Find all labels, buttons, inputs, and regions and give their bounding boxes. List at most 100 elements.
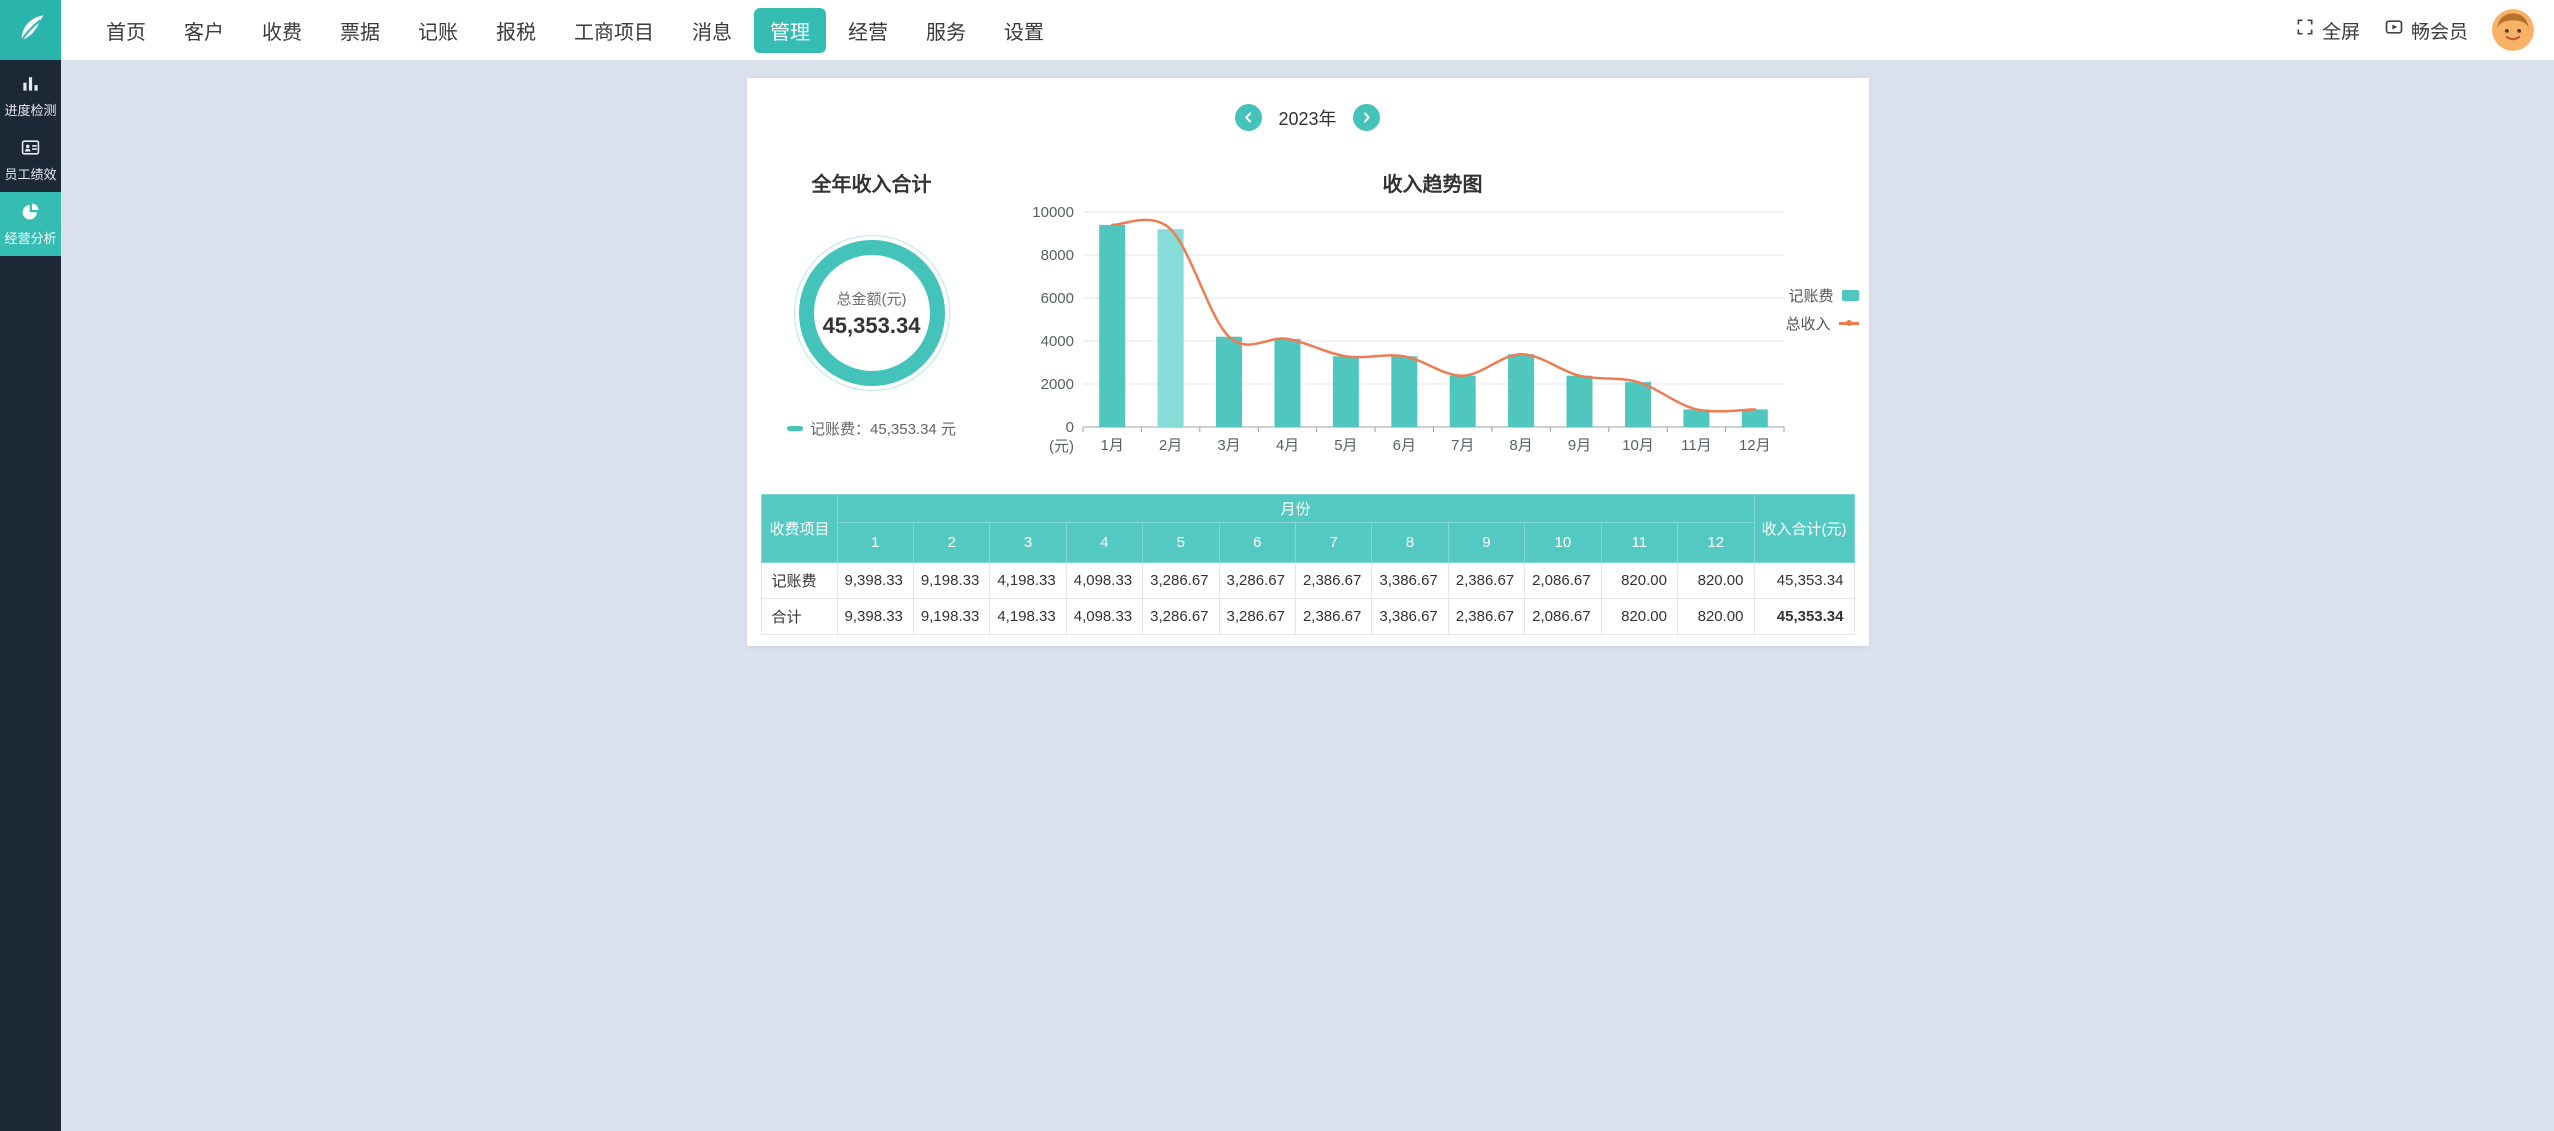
sidebar-item-进度检测[interactable]: 进度检测 — [0, 64, 61, 128]
pie-chart-icon — [21, 202, 40, 221]
sidebar-item-员工绩效[interactable]: 员工绩效 — [0, 128, 61, 192]
row-name-cell: 记账费 — [760, 562, 838, 599]
user-avatar[interactable] — [2492, 9, 2534, 51]
row-name-cell: 合计 — [760, 598, 838, 635]
table-row[interactable]: 合计 9,398.33 9,198.33 4,198.33 4,098.33 3,286.… — [760, 598, 1855, 635]
svg-text:8000: 8000 — [1040, 247, 1073, 264]
bar-chart-icon — [21, 74, 40, 93]
video-play-icon — [2384, 17, 2404, 43]
value-cell: 2,386.67 — [1447, 598, 1526, 635]
summary-panel: 全年收入合计 总金额(元) 45,353.34 记账费：45,353.34 元 — [747, 78, 997, 478]
sidebar-item-label: 进度检测 — [4, 102, 57, 118]
trend-title: 收入趋势图 — [1382, 174, 1483, 196]
member-button[interactable]: 畅会员 — [2384, 17, 2468, 44]
nav-item-经营[interactable]: 经营 — [848, 21, 888, 44]
svg-text:4000: 4000 — [1040, 333, 1073, 350]
trend-chart[interactable]: 0 2000 4000 6000 8000 10000 (元) 1月 2月 3月 4月 5月 6月 7月 8… — [1027, 198, 1847, 478]
col-header-month: 月份 — [836, 494, 1755, 523]
content-card: 2023年 全年收入合计 总金额(元) 45,353.34 记账费：45,353… — [746, 78, 1869, 646]
nav-item-消息[interactable]: 消息 — [692, 21, 732, 44]
legend-label: 记账费 — [1788, 287, 1834, 305]
value-cell: 9,198.33 — [912, 598, 991, 635]
donut-label: 总金额(元) — [836, 290, 907, 308]
next-year-button[interactable] — [1352, 104, 1380, 131]
svg-text:1月: 1月 — [1100, 437, 1123, 454]
trend-panel: 收入趋势图 0 2000 4000 6000 8000 10000 (元) 1月 2月 3月 4月 5… — [997, 78, 1869, 478]
sidebar-item-label: 经营分析 — [4, 230, 57, 246]
nav-item-设置[interactable]: 设置 — [1004, 21, 1044, 44]
nav-item-首页[interactable]: 首页 — [106, 21, 146, 44]
nav-item-工商项目[interactable]: 工商项目 — [574, 21, 654, 44]
nav-item-票据[interactable]: 票据 — [340, 21, 380, 44]
col-header-month-num: 8 — [1371, 522, 1449, 563]
value-cell: 2,386.67 — [1294, 598, 1373, 635]
col-header-item: 收费项目 — [760, 494, 838, 563]
leaf-logo-icon — [12, 9, 50, 52]
svg-text:6月: 6月 — [1392, 437, 1415, 454]
value-cell: 4,198.33 — [989, 562, 1067, 599]
value-cell: 4,198.33 — [989, 598, 1067, 635]
summary-title: 全年收入合计 — [811, 174, 932, 196]
donut-value: 45,353.34 — [822, 312, 921, 338]
col-header-month-num: 5 — [1142, 522, 1220, 563]
value-cell: 9,398.33 — [836, 598, 914, 635]
col-header-month-num: 7 — [1294, 522, 1373, 563]
id-card-icon — [21, 138, 40, 157]
col-header-month-num: 6 — [1218, 522, 1296, 563]
value-cell: 820.00 — [1676, 562, 1755, 599]
nav-item-报税[interactable]: 报税 — [496, 21, 536, 44]
sidebar-item-经营分析[interactable]: 经营分析 — [0, 192, 61, 256]
value-cell: 3,386.67 — [1371, 562, 1449, 599]
legend-item-总收入[interactable]: 总收入 — [1785, 312, 1859, 334]
donut-legend-text: 记账费：45,353.34 元 — [810, 421, 956, 438]
app-logo[interactable] — [0, 0, 61, 60]
nav-menu: 首页 客户 收费 票据 记账 报税 工商项目 消息 管理 经营 服务 设置 — [87, 7, 1063, 53]
year-label: 2023年 — [1278, 108, 1337, 129]
col-header-month-num: 9 — [1447, 522, 1526, 563]
value-cell: 3,286.67 — [1218, 598, 1296, 635]
svg-text:7月: 7月 — [1451, 437, 1474, 454]
value-cell: 2,386.67 — [1294, 562, 1373, 599]
value-cell: 9,398.33 — [836, 562, 914, 599]
col-header-month-num: 11 — [1600, 522, 1678, 563]
nav-item-收费[interactable]: 收费 — [262, 21, 302, 44]
value-cell: 9,198.33 — [912, 562, 991, 599]
value-cell: 3,286.67 — [1142, 598, 1220, 635]
value-cell: 2,086.67 — [1524, 598, 1602, 635]
legend-item-记账费[interactable]: 记账费 — [1785, 284, 1859, 306]
prev-year-button[interactable] — [1235, 104, 1263, 131]
donut-chart[interactable]: 总金额(元) 45,353.34 — [798, 240, 945, 386]
year-navigator: 2023年 — [747, 104, 1869, 131]
svg-text:6000: 6000 — [1040, 290, 1073, 307]
value-cell: 820.00 — [1600, 562, 1678, 599]
top-navbar: 首页 客户 收费 票据 记账 报税 工商项目 消息 管理 经营 服务 设置 全屏 畅会员 — [0, 0, 2554, 60]
nav-item-管理[interactable]: 管理 — [754, 7, 826, 53]
col-header-month-num: 3 — [989, 522, 1067, 563]
chart-legend: 记账费 总收入 — [1785, 284, 1859, 334]
value-cell: 3,386.67 — [1371, 598, 1449, 635]
line-legend-symbol-icon — [1838, 318, 1859, 328]
svg-text:10000: 10000 — [1032, 204, 1074, 221]
col-header-month-num: 12 — [1676, 522, 1755, 563]
nav-item-服务[interactable]: 服务 — [926, 21, 966, 44]
col-header-month-num: 1 — [836, 522, 914, 563]
nav-item-客户[interactable]: 客户 — [184, 21, 224, 44]
value-cell: 3,286.67 — [1142, 562, 1220, 599]
main-area: 2023年 全年收入合计 总金额(元) 45,353.34 记账费：45,353… — [61, 60, 2554, 1131]
svg-text:2月: 2月 — [1158, 437, 1181, 454]
value-cell: 4,098.33 — [1065, 598, 1144, 635]
donut-legend: 记账费：45,353.34 元 — [747, 418, 997, 439]
col-header-total: 收入合计(元) — [1753, 494, 1855, 563]
svg-text:10月: 10月 — [1622, 437, 1654, 454]
col-header-month-num: 2 — [912, 522, 991, 563]
col-header-month-num: 4 — [1065, 522, 1144, 563]
sidebar: 进度检测员工绩效经营分析 — [0, 60, 61, 1131]
bar-legend-symbol-icon — [1841, 289, 1859, 301]
value-cell: 2,086.67 — [1524, 562, 1602, 599]
fullscreen-icon — [2295, 17, 2315, 43]
fullscreen-button[interactable]: 全屏 — [2295, 17, 2360, 44]
table-row[interactable]: 记账费 9,398.33 9,198.33 4,198.33 4,098.33 3,286… — [760, 562, 1855, 599]
total-cell: 45,353.34 — [1753, 598, 1855, 635]
nav-item-记账[interactable]: 记账 — [418, 21, 458, 44]
value-cell: 3,286.67 — [1218, 562, 1296, 599]
